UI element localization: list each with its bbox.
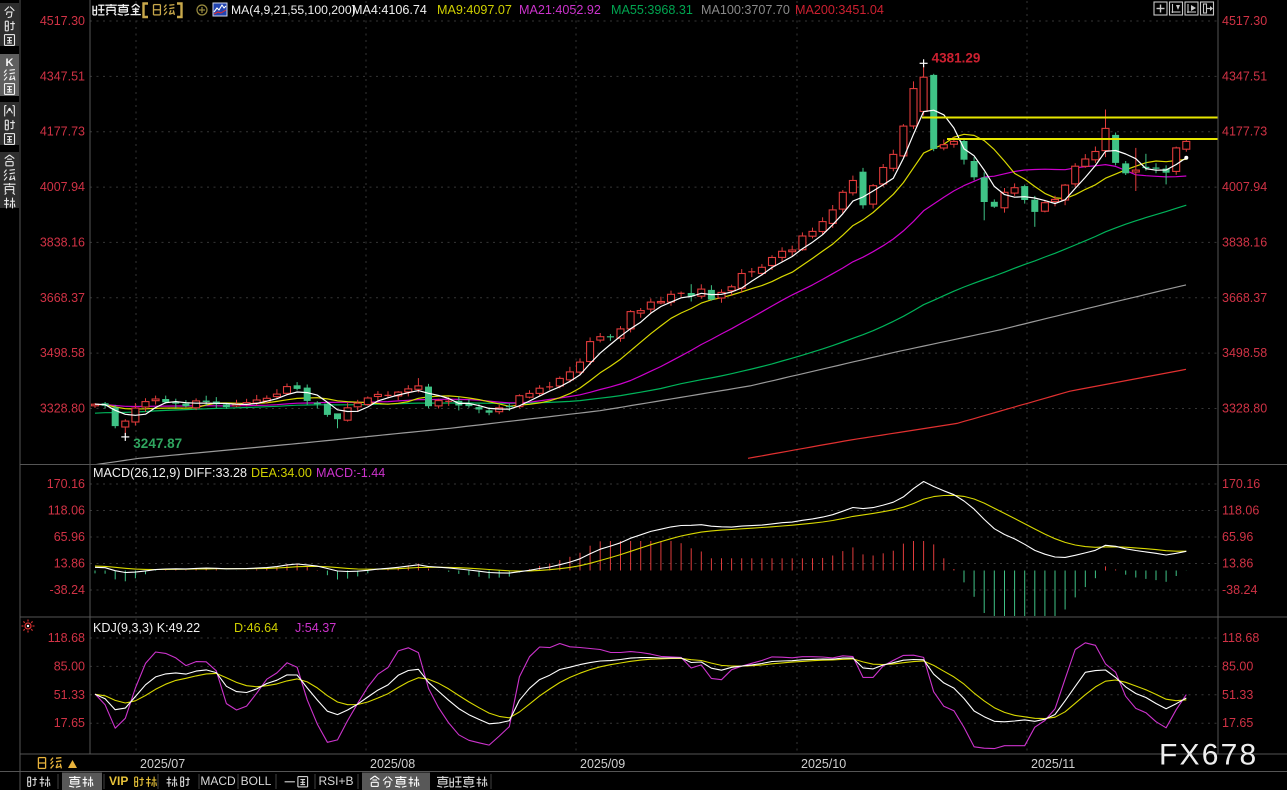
svg-text:85.00: 85.00 bbox=[1222, 659, 1253, 673]
svg-text:2025/10: 2025/10 bbox=[801, 757, 846, 771]
svg-text:MACD(26,12,9) DIFF:33.28: MACD(26,12,9) DIFF:33.28 bbox=[93, 466, 247, 480]
svg-text:MA55:3968.31: MA55:3968.31 bbox=[611, 3, 693, 17]
svg-text:65.96: 65.96 bbox=[54, 530, 85, 544]
svg-text:MA21:4052.92: MA21:4052.92 bbox=[519, 3, 601, 17]
svg-text:17.65: 17.65 bbox=[54, 716, 85, 730]
svg-text:170.16: 170.16 bbox=[47, 477, 85, 491]
svg-text:4347.51: 4347.51 bbox=[40, 69, 85, 83]
svg-text:2025/08: 2025/08 bbox=[370, 757, 415, 771]
svg-text:4381.29: 4381.29 bbox=[932, 50, 981, 65]
svg-text:3328.80: 3328.80 bbox=[40, 402, 85, 416]
svg-text:118.68: 118.68 bbox=[48, 631, 85, 645]
svg-text:3668.37: 3668.37 bbox=[40, 291, 85, 305]
svg-text:J:54.37: J:54.37 bbox=[295, 621, 336, 635]
svg-text:MACD: MACD bbox=[200, 774, 236, 788]
svg-text:3498.58: 3498.58 bbox=[40, 346, 85, 360]
svg-text:3328.80: 3328.80 bbox=[1222, 402, 1267, 416]
svg-text:51.33: 51.33 bbox=[54, 688, 85, 702]
svg-text:2025/11: 2025/11 bbox=[1031, 757, 1075, 771]
svg-text:85.00: 85.00 bbox=[54, 659, 85, 673]
svg-text:65.96: 65.96 bbox=[1222, 530, 1253, 544]
svg-text:4007.94: 4007.94 bbox=[1222, 180, 1267, 194]
svg-text:MA(4,9,21,55,100,200): MA(4,9,21,55,100,200) bbox=[231, 3, 356, 17]
svg-text:3668.37: 3668.37 bbox=[1222, 291, 1267, 305]
svg-text:FX678: FX678 bbox=[1159, 739, 1258, 772]
svg-text:MACD:-1.44: MACD:-1.44 bbox=[316, 466, 385, 480]
svg-text:170.16: 170.16 bbox=[1222, 477, 1260, 491]
svg-text:RSI+B: RSI+B bbox=[318, 774, 353, 788]
svg-text:BOLL: BOLL bbox=[241, 774, 272, 788]
svg-text:4007.94: 4007.94 bbox=[40, 180, 85, 194]
svg-text:4347.51: 4347.51 bbox=[1222, 69, 1267, 83]
svg-text:MA100:3707.70: MA100:3707.70 bbox=[701, 3, 790, 17]
svg-text:118.06: 118.06 bbox=[1222, 504, 1259, 518]
svg-text:D:46.64: D:46.64 bbox=[234, 621, 278, 635]
svg-text:MA200:3451.04: MA200:3451.04 bbox=[795, 3, 884, 17]
svg-text:4517.30: 4517.30 bbox=[1222, 14, 1267, 28]
svg-text:51.33: 51.33 bbox=[1222, 688, 1253, 702]
svg-text:-38.24: -38.24 bbox=[1222, 583, 1257, 597]
svg-text:118.06: 118.06 bbox=[48, 504, 85, 518]
svg-text:VIP: VIP bbox=[109, 774, 128, 788]
svg-text:MA4:4106.74: MA4:4106.74 bbox=[352, 3, 427, 17]
svg-text:4517.30: 4517.30 bbox=[40, 14, 85, 28]
svg-text:2025/09: 2025/09 bbox=[580, 757, 625, 771]
svg-text:KDJ(9,3,3) K:49.22: KDJ(9,3,3) K:49.22 bbox=[93, 621, 200, 635]
svg-text:17.65: 17.65 bbox=[1222, 716, 1253, 730]
svg-text:3247.87: 3247.87 bbox=[133, 436, 182, 451]
svg-text:3498.58: 3498.58 bbox=[1222, 346, 1267, 360]
svg-text:-38.24: -38.24 bbox=[50, 583, 85, 597]
svg-text:4177.73: 4177.73 bbox=[40, 125, 85, 139]
svg-text:K: K bbox=[6, 57, 14, 69]
svg-text:3838.16: 3838.16 bbox=[1222, 235, 1267, 249]
svg-text:4177.73: 4177.73 bbox=[1222, 125, 1267, 139]
svg-text:2025/07: 2025/07 bbox=[140, 757, 185, 771]
svg-text:13.86: 13.86 bbox=[54, 557, 85, 571]
svg-text:118.68: 118.68 bbox=[1222, 631, 1259, 645]
svg-text:MA9:4097.07: MA9:4097.07 bbox=[437, 3, 512, 17]
svg-text:13.86: 13.86 bbox=[1222, 557, 1253, 571]
svg-text:3838.16: 3838.16 bbox=[40, 235, 85, 249]
svg-text:DEA:34.00: DEA:34.00 bbox=[251, 466, 312, 480]
